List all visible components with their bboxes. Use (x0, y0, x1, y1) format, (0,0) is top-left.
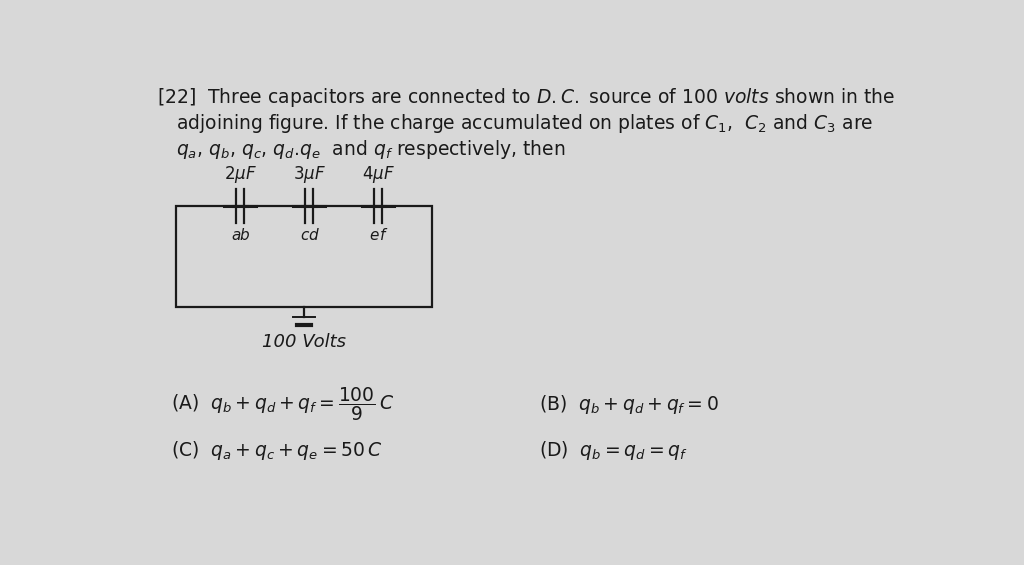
Text: $3\mu F$: $3\mu F$ (293, 164, 326, 185)
Text: e: e (369, 228, 379, 243)
Text: [22]  Three capacitors are connected to $D.C.$ source of 100 $volts$ shown in th: [22] Three capacitors are connected to $… (158, 85, 896, 108)
Text: 100 Volts: 100 Volts (262, 333, 346, 351)
Text: $2\mu F$: $2\mu F$ (223, 164, 256, 185)
Text: $4\mu F$: $4\mu F$ (361, 164, 394, 185)
Text: d: d (308, 228, 318, 243)
Bar (176, 206, 432, 306)
Text: f: f (380, 228, 385, 243)
Text: (C)  $q_a + q_c + q_e = 50\,C$: (C) $q_a + q_c + q_e = 50\,C$ (171, 439, 382, 462)
Text: adjoining figure. If the charge accumulated on plates of $C_1$,  $C_2$ and $C_3$: adjoining figure. If the charge accumula… (176, 112, 873, 134)
Text: (D)  $q_b = q_d = q_f$: (D) $q_b = q_d = q_f$ (539, 439, 687, 462)
Text: (A)  $q_b + q_d + q_f = \dfrac{100}{9}\,C$: (A) $q_b + q_d + q_f = \dfrac{100}{9}\,C… (171, 385, 394, 423)
Text: (B)  $q_b + q_d + q_f = 0$: (B) $q_b + q_d + q_f = 0$ (539, 393, 719, 416)
Text: a: a (231, 228, 241, 243)
Text: $q_a$, $q_b$, $q_c$, $q_d$.$q_e$  and $q_f$ respectively, then: $q_a$, $q_b$, $q_c$, $q_d$.$q_e$ and $q_… (176, 138, 565, 161)
Text: c: c (301, 228, 309, 243)
Text: b: b (240, 228, 249, 243)
